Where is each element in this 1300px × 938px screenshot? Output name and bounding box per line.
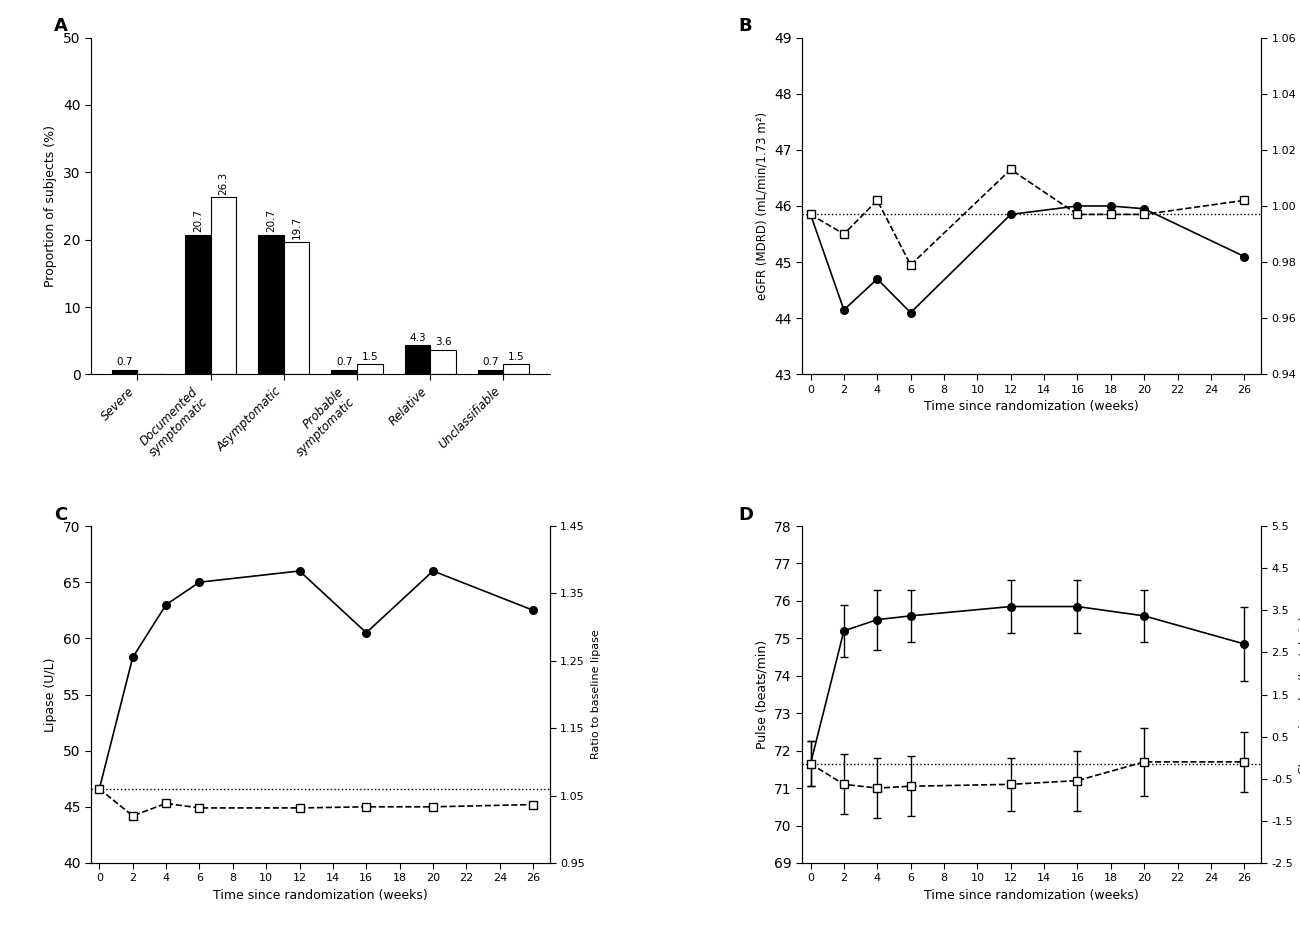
Bar xyxy=(477,370,503,374)
Bar xyxy=(358,364,382,374)
Text: 0.7: 0.7 xyxy=(482,357,499,367)
Text: 3.6: 3.6 xyxy=(434,338,451,347)
X-axis label: Time since randomization (weeks): Time since randomization (weeks) xyxy=(924,401,1139,414)
Y-axis label: Ratio to baseline lipase: Ratio to baseline lipase xyxy=(590,629,601,760)
Text: B: B xyxy=(738,17,751,36)
Bar xyxy=(332,370,358,374)
Bar xyxy=(112,370,138,374)
Y-axis label: Pulse (beats/min): Pulse (beats/min) xyxy=(755,640,768,749)
Bar xyxy=(259,234,283,374)
X-axis label: Time since randomization (weeks): Time since randomization (weeks) xyxy=(924,889,1139,902)
X-axis label: Time since randomization (weeks): Time since randomization (weeks) xyxy=(213,889,428,902)
Text: 26.3: 26.3 xyxy=(218,172,229,194)
Bar xyxy=(185,234,211,374)
Bar xyxy=(503,364,529,374)
Text: 1.5: 1.5 xyxy=(361,352,378,362)
Bar xyxy=(211,197,237,374)
Text: 19.7: 19.7 xyxy=(291,216,302,239)
Y-axis label: Lipase (U/L): Lipase (U/L) xyxy=(44,658,57,732)
Text: C: C xyxy=(55,506,68,523)
Text: 1.5: 1.5 xyxy=(508,352,524,362)
Text: 0.7: 0.7 xyxy=(335,357,352,367)
Bar xyxy=(283,242,309,374)
Text: 20.7: 20.7 xyxy=(192,209,203,233)
Y-axis label: Proportion of subjects (%): Proportion of subjects (%) xyxy=(44,125,57,287)
Text: 0.7: 0.7 xyxy=(117,357,133,367)
Y-axis label: eGFR (MDRD) (mL/min/1.73 m²): eGFR (MDRD) (mL/min/1.73 m²) xyxy=(755,112,768,300)
Bar xyxy=(404,345,430,374)
Text: 4.3: 4.3 xyxy=(410,333,425,342)
Text: D: D xyxy=(738,506,753,523)
Bar xyxy=(430,350,456,374)
Text: A: A xyxy=(55,17,68,36)
Text: 20.7: 20.7 xyxy=(266,209,276,233)
